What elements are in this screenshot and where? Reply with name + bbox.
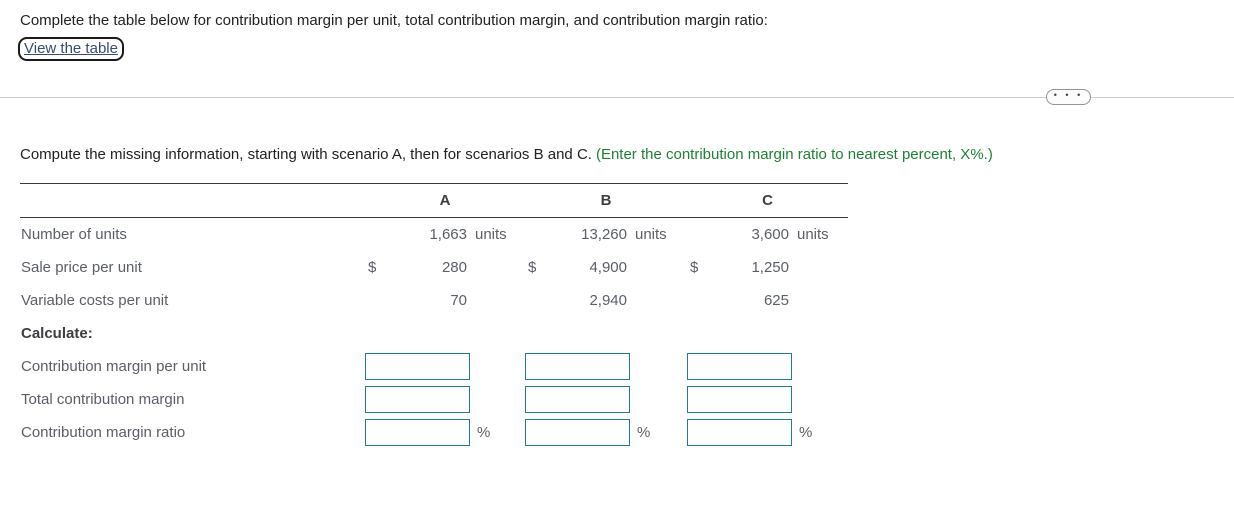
percent-sign: % bbox=[799, 424, 813, 441]
cell-value: 625 bbox=[763, 292, 789, 309]
total-cm-input-a[interactable] bbox=[365, 386, 470, 413]
section-divider bbox=[0, 97, 1234, 98]
table-header-row: A B C bbox=[20, 183, 848, 218]
cell-varcost-a: 70 bbox=[365, 292, 525, 309]
row-label: Contribution margin ratio bbox=[21, 424, 186, 441]
cell-value: 1,663 bbox=[429, 226, 467, 243]
cell-input-cm-unit-b bbox=[525, 353, 687, 380]
cell-input-total-cm-a bbox=[365, 386, 525, 413]
main-instruction-text: Compute the missing information, startin… bbox=[20, 146, 592, 163]
table-row-number-of-units: Number of units 1,663 units 13,260 units… bbox=[20, 218, 848, 251]
cell-suffix: units bbox=[475, 226, 507, 243]
cell-input-cm-ratio-c: % bbox=[687, 419, 848, 446]
table-row-total-cm: Total contribution margin bbox=[20, 383, 848, 416]
row-label: Sale price per unit bbox=[21, 259, 142, 276]
instruction-note: (Enter the contribution margin ratio to … bbox=[595, 146, 993, 163]
cell-value: 2,940 bbox=[589, 292, 627, 309]
main-instruction: Compute the missing information, startin… bbox=[20, 146, 993, 163]
cell-value: 4,900 bbox=[589, 259, 627, 276]
cell-price-b: $ 4,900 bbox=[525, 259, 687, 276]
currency-symbol: $ bbox=[690, 259, 699, 276]
cell-input-cm-ratio-a: % bbox=[365, 419, 525, 446]
percent-sign: % bbox=[477, 424, 491, 441]
cell-input-cm-ratio-b: % bbox=[525, 419, 687, 446]
row-label: Contribution margin per unit bbox=[21, 358, 207, 375]
cm-ratio-input-b[interactable] bbox=[525, 419, 630, 446]
row-label: Total contribution margin bbox=[21, 391, 185, 408]
cell-value: 13,260 bbox=[581, 226, 627, 243]
scenario-table: A B C Number of units 1,663 units 13,260… bbox=[20, 183, 848, 449]
table-row-calculate: Calculate: bbox=[20, 317, 848, 350]
cell-units-a: 1,663 units bbox=[365, 226, 525, 243]
header-scenario-a: A bbox=[439, 192, 451, 209]
cm-per-unit-input-a[interactable] bbox=[365, 353, 470, 380]
cell-units-c: 3,600 units bbox=[687, 226, 848, 243]
cell-input-total-cm-b bbox=[525, 386, 687, 413]
cm-ratio-input-c[interactable] bbox=[687, 419, 792, 446]
percent-sign: % bbox=[637, 424, 651, 441]
cell-varcost-c: 625 bbox=[687, 292, 848, 309]
total-cm-input-b[interactable] bbox=[525, 386, 630, 413]
top-instruction: Complete the table below for contributio… bbox=[20, 12, 768, 29]
cell-value: 280 bbox=[441, 259, 467, 276]
table-row-variable-costs: Variable costs per unit 70 2,940 625 bbox=[20, 284, 848, 317]
cell-input-cm-unit-a bbox=[365, 353, 525, 380]
currency-symbol: $ bbox=[368, 259, 377, 276]
cell-value: 1,250 bbox=[751, 259, 789, 276]
cell-price-c: $ 1,250 bbox=[687, 259, 848, 276]
collapse-section-button[interactable]: • • • bbox=[1046, 89, 1091, 105]
view-table-link[interactable]: View the table bbox=[18, 37, 124, 61]
total-cm-input-c[interactable] bbox=[687, 386, 792, 413]
cell-price-a: $ 280 bbox=[365, 259, 525, 276]
header-scenario-b: B bbox=[600, 192, 612, 209]
cm-ratio-input-a[interactable] bbox=[365, 419, 470, 446]
cm-per-unit-input-c[interactable] bbox=[687, 353, 792, 380]
cell-suffix: units bbox=[635, 226, 667, 243]
cell-suffix: units bbox=[797, 226, 829, 243]
calculate-label: Calculate: bbox=[21, 325, 93, 342]
cell-varcost-b: 2,940 bbox=[525, 292, 687, 309]
table-row-cm-per-unit: Contribution margin per unit bbox=[20, 350, 848, 383]
row-label: Number of units bbox=[21, 226, 127, 243]
table-row-sale-price: Sale price per unit $ 280 $ 4,900 $ 1,25… bbox=[20, 251, 848, 284]
ellipsis-icon: • • • bbox=[1053, 90, 1084, 100]
cm-per-unit-input-b[interactable] bbox=[525, 353, 630, 380]
cell-value: 70 bbox=[450, 292, 467, 309]
cell-input-cm-unit-c bbox=[687, 353, 848, 380]
cell-input-total-cm-c bbox=[687, 386, 848, 413]
header-scenario-c: C bbox=[762, 192, 773, 209]
cell-units-b: 13,260 units bbox=[525, 226, 687, 243]
currency-symbol: $ bbox=[528, 259, 537, 276]
cell-value: 3,600 bbox=[751, 226, 789, 243]
row-label: Variable costs per unit bbox=[21, 292, 169, 309]
table-row-cm-ratio: Contribution margin ratio % % % bbox=[20, 416, 848, 449]
